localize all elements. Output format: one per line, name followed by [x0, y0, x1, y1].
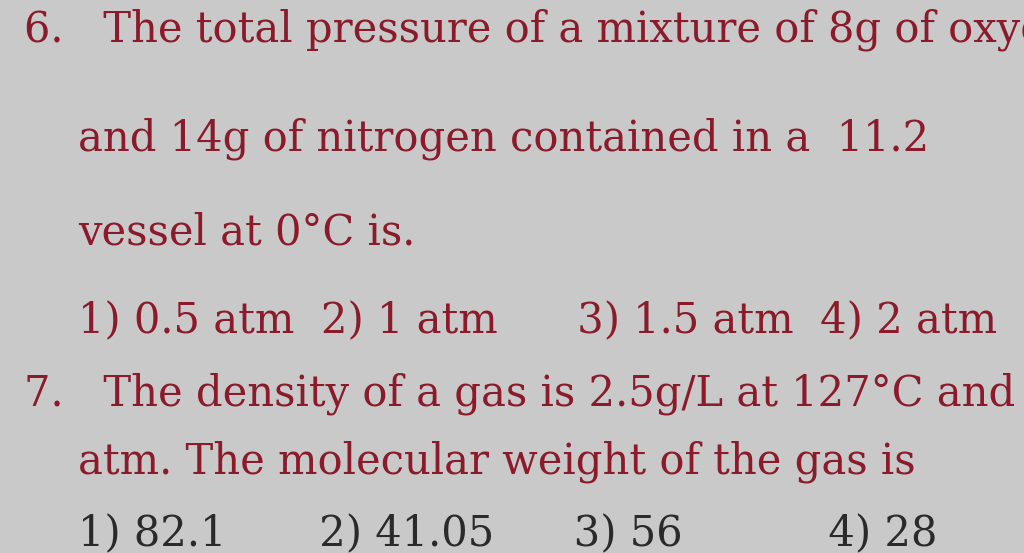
Text: vessel at 0°C is.: vessel at 0°C is. — [78, 211, 416, 253]
Text: 6.   The total pressure of a mixture of 8g of oxyg: 6. The total pressure of a mixture of 8g… — [25, 8, 1024, 50]
Text: 7.   The density of a gas is 2.5g/L at 127°C and: 7. The density of a gas is 2.5g/L at 127… — [25, 372, 1016, 415]
Text: and 14g of nitrogen contained in a  11.2: and 14g of nitrogen contained in a 11.2 — [78, 117, 930, 160]
Text: atm. The molecular weight of the gas is: atm. The molecular weight of the gas is — [78, 440, 915, 483]
Text: 1) 82.1       2) 41.05      3) 56           4) 28: 1) 82.1 2) 41.05 3) 56 4) 28 — [78, 513, 938, 553]
Text: 1) 0.5 atm  2) 1 atm      3) 1.5 atm  4) 2 atm: 1) 0.5 atm 2) 1 atm 3) 1.5 atm 4) 2 atm — [78, 300, 997, 342]
